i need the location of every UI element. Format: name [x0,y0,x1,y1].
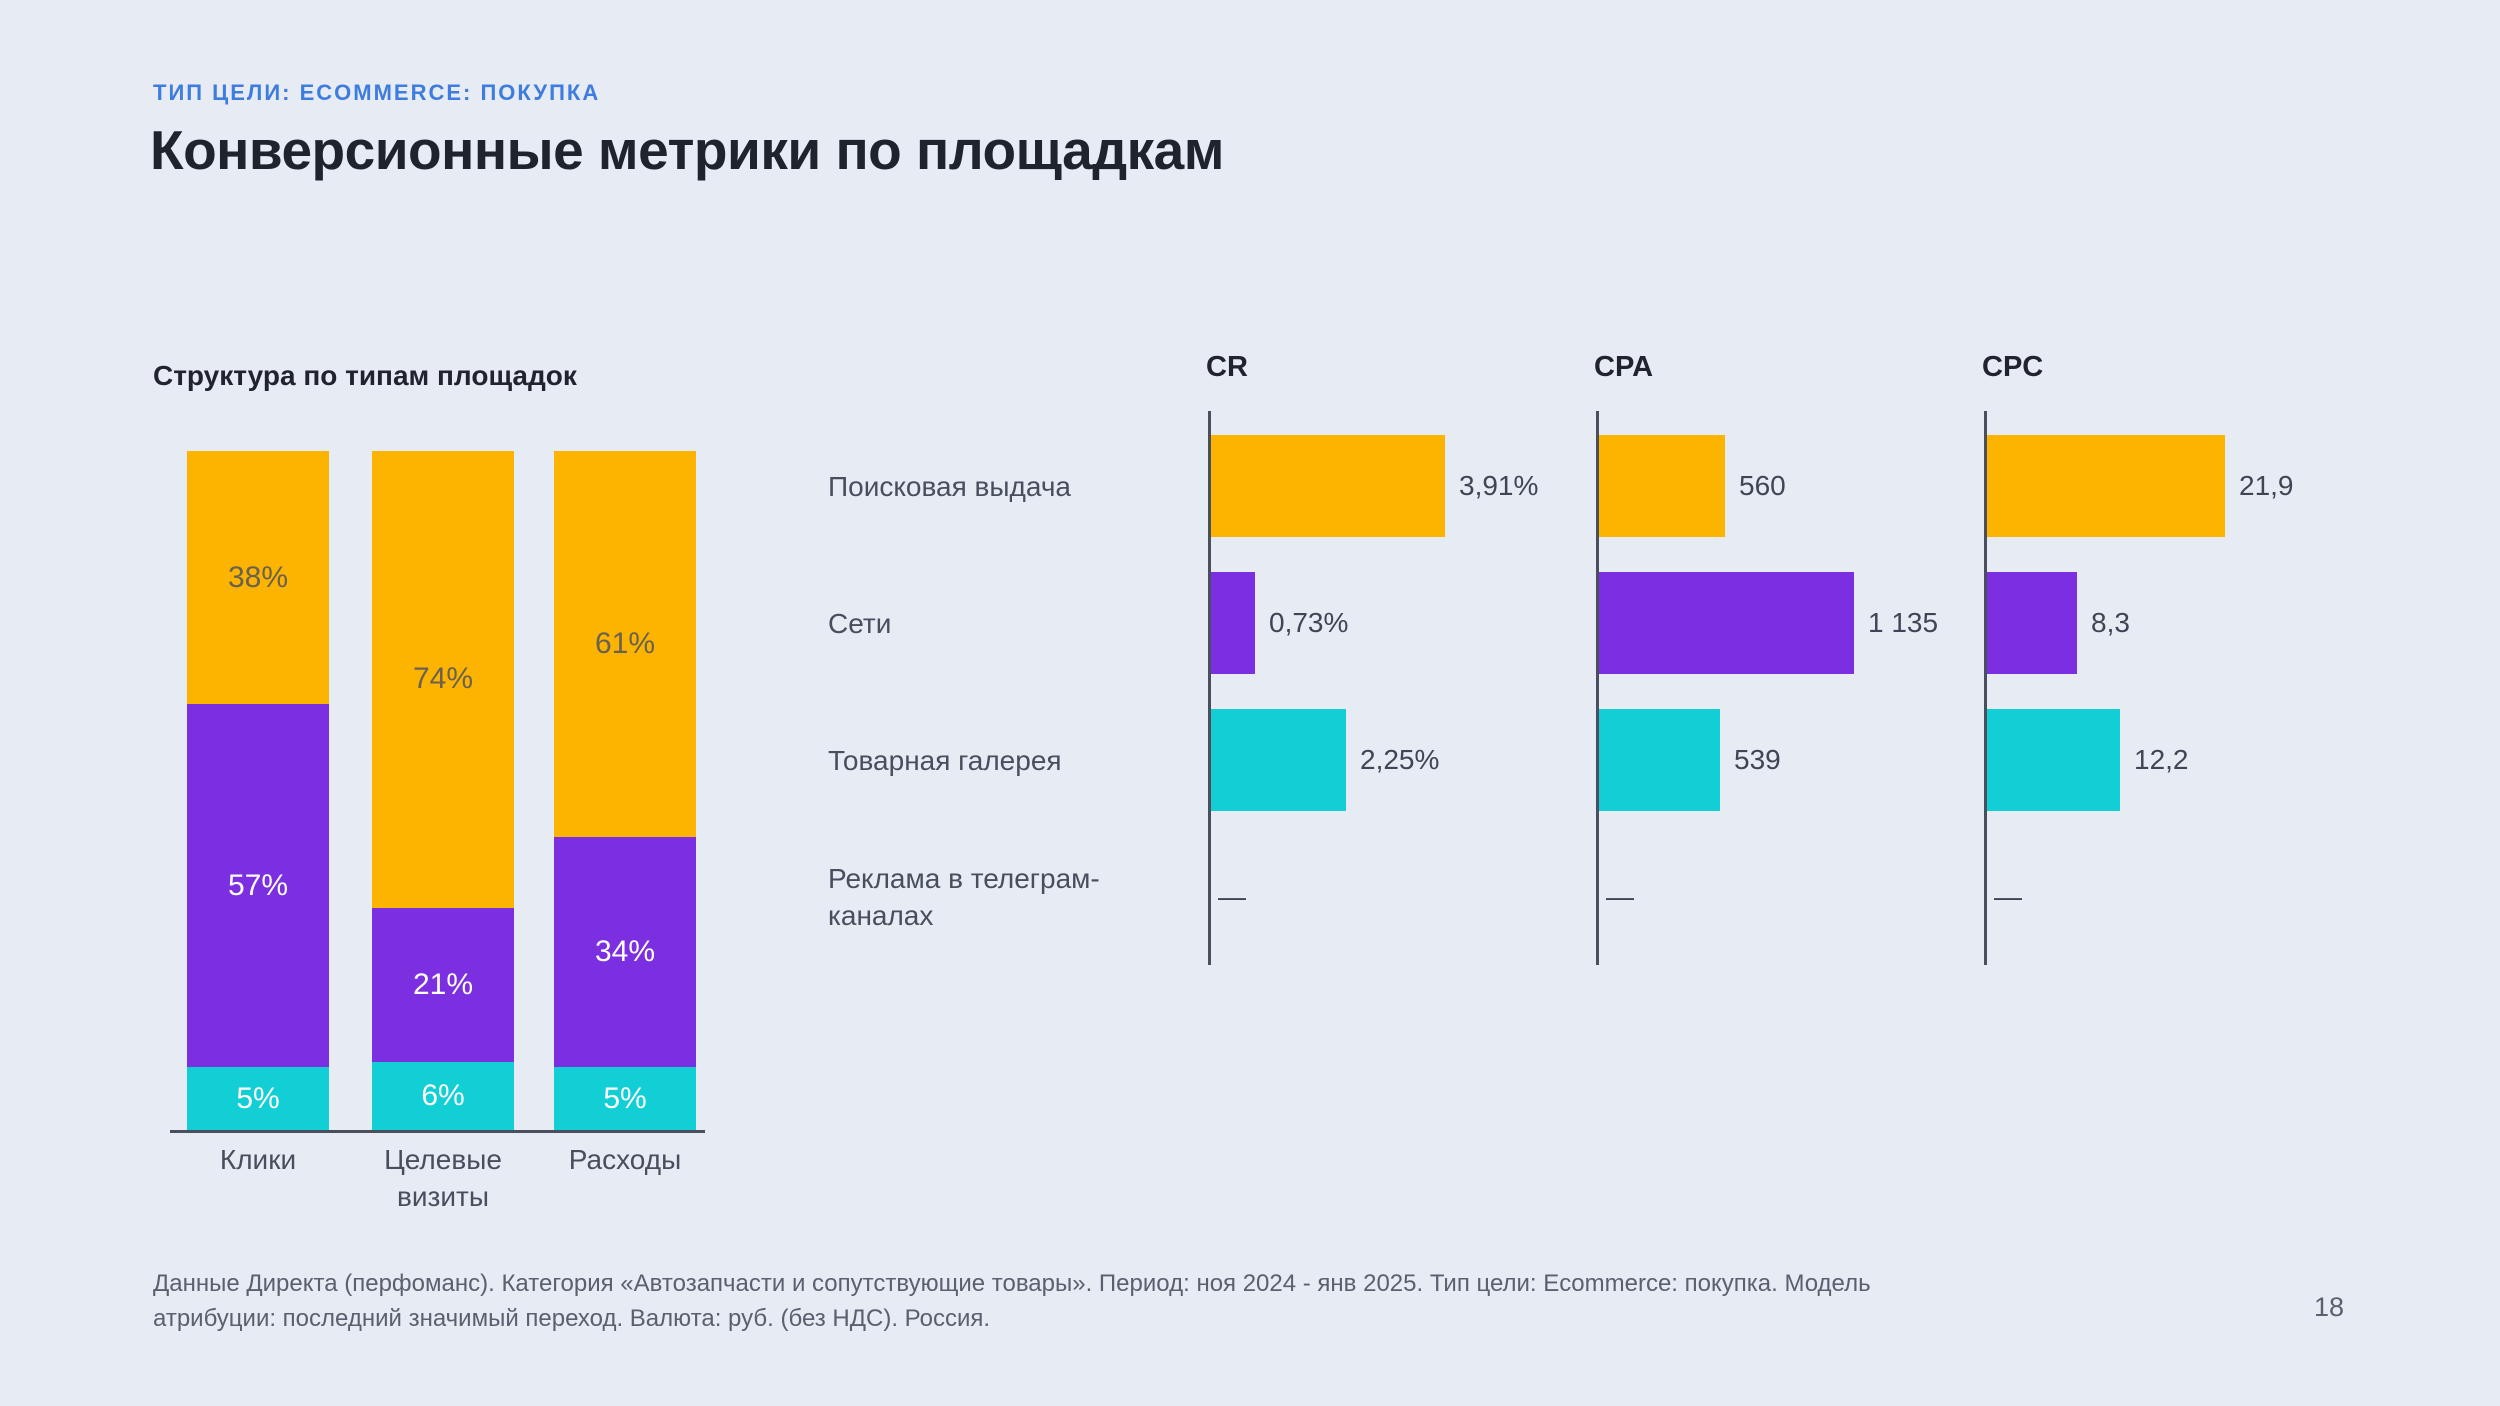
stacked-bar-chart: 38% 57% 5% Клики 74% 21% 6% Целевые визиты 61% 34… [170,451,727,1231]
category-label-3: Расходы [568,1144,682,1175]
stacked-segment-1-1: 38% [187,451,329,705]
category-label-2: Целевые визиты [384,1144,502,1212]
panel-title-cpc: CPC [1982,351,2044,383]
y-axis-line-cr [1208,411,1211,965]
bar-value-label-cr-3: 2,25% [1360,744,1440,775]
stacked-bar-3: 61% 34% 5% [554,451,696,1130]
metric-panel-cpc: CPC 21,9 8,3 12,2 — [1982,351,2374,965]
metric-panel-cpa: CPA 560 1 135 539 — [1594,351,1986,965]
metric-bar-cpc-3 [1987,709,2120,811]
footnote: Данные Директа (перфоманс). Категория «А… [153,1266,1871,1336]
metric-bar-cr-1 [1211,435,1445,537]
category-label-1: Клики [219,1144,297,1175]
metric-bar-cr-3 [1211,709,1346,811]
x-axis-line [170,1130,705,1133]
stacked-bar-1: 38% 57% 5% [187,451,329,1130]
bar-value-label-cpc-2: 8,3 [2091,607,2130,638]
stacked-chart-title: Структура по типам площадок [153,360,577,391]
panel-title-cr: CR [1206,351,1248,383]
stacked-segment-3-2: 34% [554,836,696,1068]
row-label-4: Реклама в телеграм-каналах [828,863,1100,931]
bar-value-label-cpa-1: 560 [1739,470,1786,501]
stacked-segment-1-2: 57% [187,704,329,1068]
row-label-2: Сети [828,607,892,639]
metric-bar-cpa-2 [1599,572,1854,674]
bar-value-label-cpc-1: 21,9 [2239,470,2294,501]
bar-value-label-cr-1: 3,91% [1459,470,1539,501]
metric-bar-cpa-3 [1599,709,1720,811]
page-number: 18 [2314,1292,2345,1322]
y-axis-line-cpc [1984,411,1987,965]
stacked-segment-2-3: 6% [372,1061,514,1130]
page-title: Конверсионные метрики по площадкам [150,119,1224,181]
row-label-3: Товарная галерея [828,744,1062,776]
bar-value-label-cpc-3: 12,2 [2134,744,2189,775]
metric-panel-cr: CR 3,91% 0,73% 2,25% — [1206,351,1598,965]
bar-value-label-cr-2: 0,73% [1269,607,1349,638]
slide-eyebrow: ТИП ЦЕЛИ: ECOMMERCE: ПОКУПКА [153,80,601,105]
stacked-segment-1-3: 5% [187,1067,329,1130]
y-axis-line-cpa [1596,411,1599,965]
bar-value-label-cpa-2: 1 135 [1868,607,1939,638]
panel-title-cpa: CPA [1594,351,1654,383]
bar-value-label-cpa-3: 539 [1734,744,1781,775]
row-label-1: Поисковая выдача [828,470,1072,502]
footnote-line-1: Данные Директа (перфоманс). Категория «А… [153,1270,1871,1297]
platform-row-labels: Поисковая выдача Сети Товарная галерея Рекл… [828,411,1138,965]
metric-bar-cpc-2 [1987,572,2077,674]
stacked-segment-2-2: 21% [372,907,514,1062]
stacked-segment-3-3: 5% [554,1067,696,1130]
footnote-line-2: атрибуции: последний значимый переход. В… [153,1305,991,1332]
metric-bar-cr-2 [1211,572,1255,674]
stacked-segment-3-1: 61% [554,451,696,837]
dash-placeholder-cpa: — [1606,881,1634,912]
stacked-segment-2-1: 74% [372,451,514,908]
metric-bar-cpc-1 [1987,435,2225,537]
dash-placeholder-cr: — [1218,881,1246,912]
stacked-bar-2: 74% 21% 6% [372,451,514,1130]
metric-bar-cpa-1 [1599,435,1725,537]
dash-placeholder-cpc: — [1994,881,2022,912]
